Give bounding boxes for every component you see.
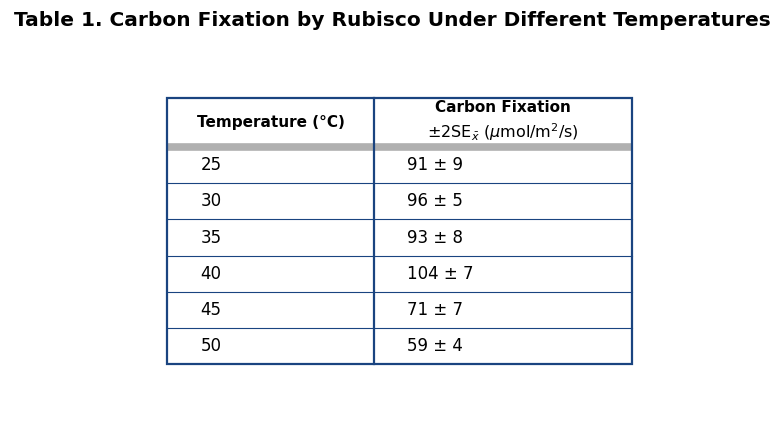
Text: 35: 35 (200, 229, 222, 246)
Text: $\pm2\mathrm{SE}_{\bar{x}}\ (\mu\mathrm{mol/m}^2\mathrm{/s})$: $\pm2\mathrm{SE}_{\bar{x}}\ (\mu\mathrm{… (427, 121, 580, 143)
Text: 45: 45 (200, 301, 222, 319)
Text: Temperature (°C): Temperature (°C) (197, 115, 345, 130)
Text: 104 ± 7: 104 ± 7 (407, 265, 474, 283)
Text: 96 ± 5: 96 ± 5 (407, 192, 463, 210)
Text: 59 ± 4: 59 ± 4 (407, 337, 463, 355)
Text: 50: 50 (200, 337, 222, 355)
Text: 93 ± 8: 93 ± 8 (407, 229, 463, 246)
Text: 30: 30 (200, 192, 222, 210)
Bar (167, 98, 633, 364)
Text: Table 1. Carbon Fixation by Rubisco Under Different Temperatures: Table 1. Carbon Fixation by Rubisco Unde… (14, 11, 771, 30)
Text: 40: 40 (200, 265, 222, 283)
Text: 71 ± 7: 71 ± 7 (407, 301, 463, 319)
Text: 91 ± 9: 91 ± 9 (407, 156, 463, 174)
Text: Carbon Fixation: Carbon Fixation (435, 100, 571, 115)
Text: 25: 25 (200, 156, 222, 174)
